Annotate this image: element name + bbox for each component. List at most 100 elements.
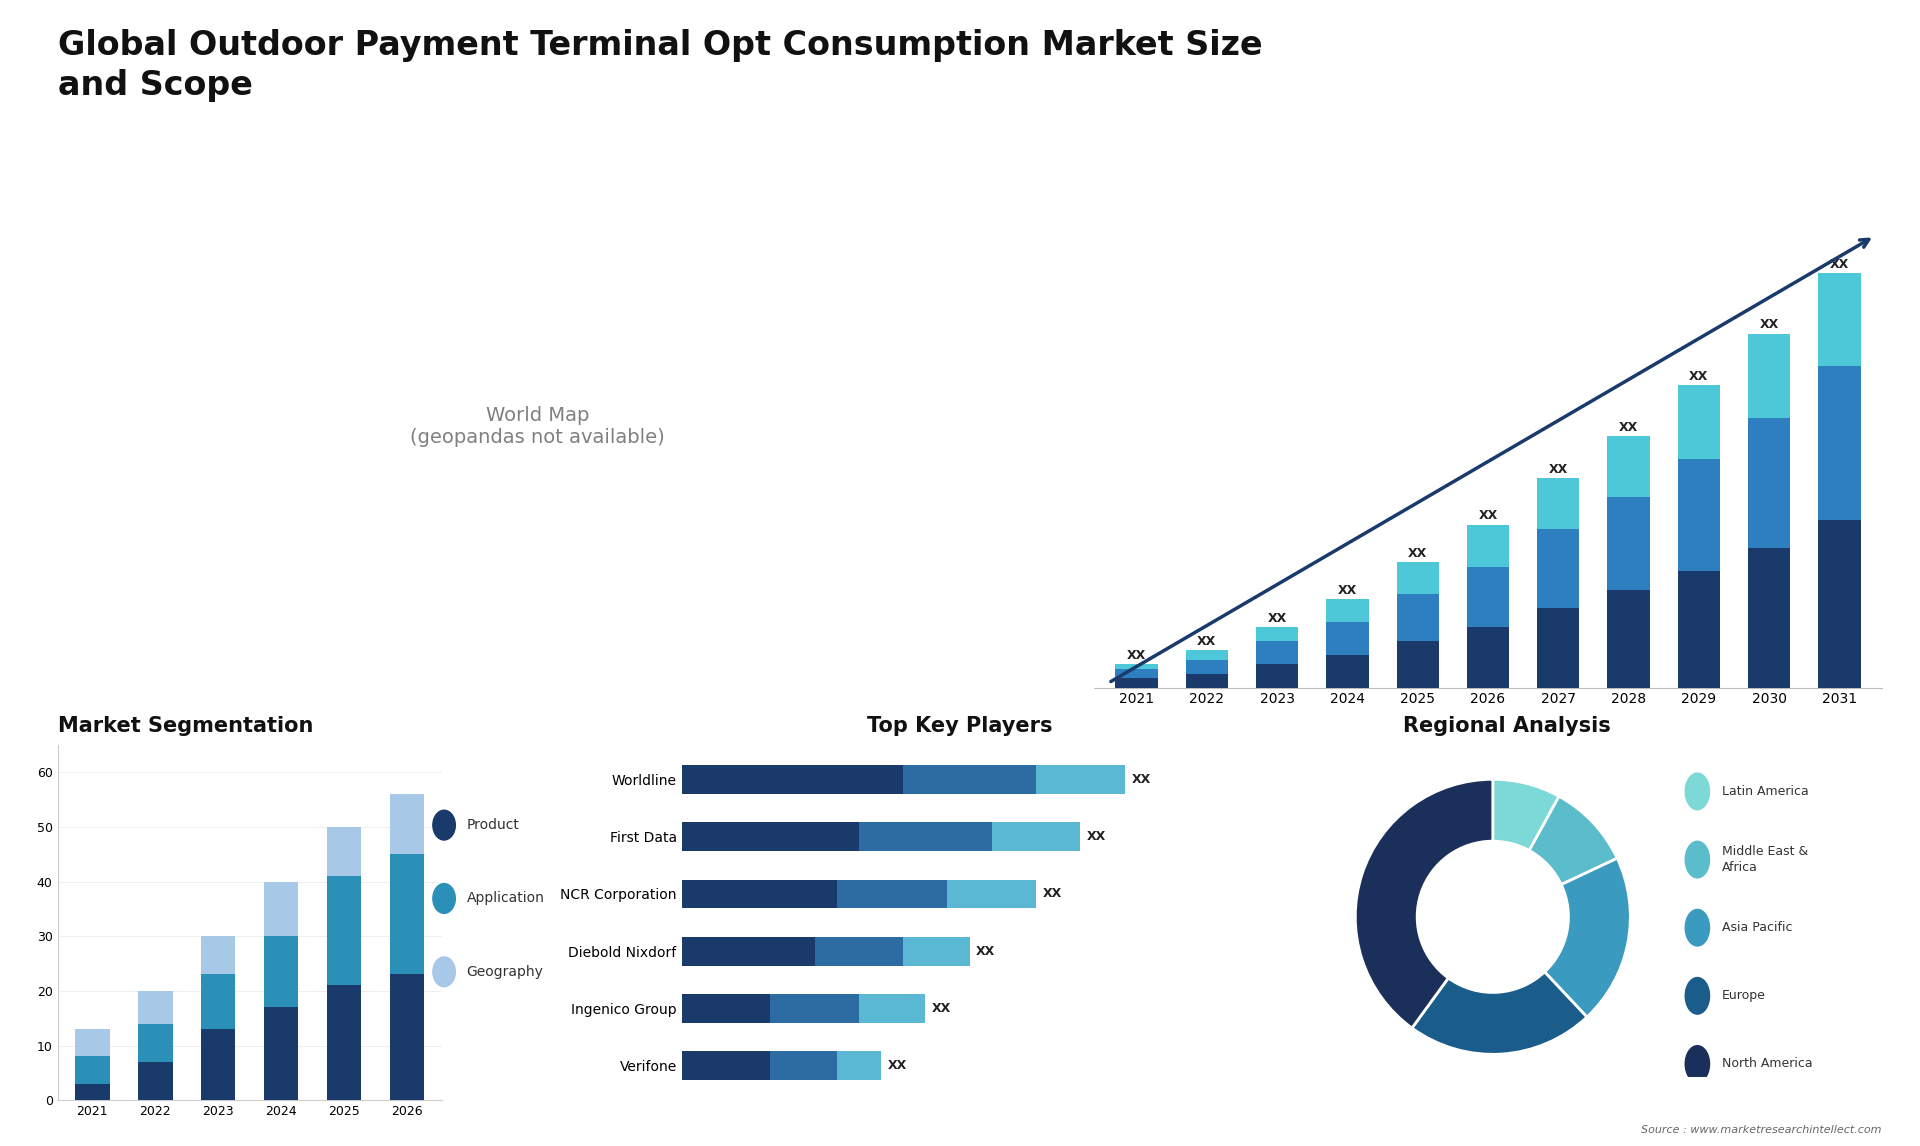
Text: World Map
(geopandas not available): World Map (geopandas not available) [411,406,664,447]
Circle shape [1686,910,1709,945]
Text: Regional Analysis: Regional Analysis [1404,716,1611,736]
Bar [326,827,361,876]
Bar [202,1029,236,1100]
Text: XX: XX [1407,547,1427,559]
Bar [1678,571,1720,688]
Bar [1116,669,1158,678]
Text: XX: XX [1087,830,1106,843]
Bar [1327,656,1369,688]
Bar [326,876,361,986]
Bar [1256,627,1298,641]
Bar [326,986,361,1100]
Bar [1818,273,1860,367]
Bar [1256,665,1298,688]
Bar [682,823,858,850]
Bar [1187,660,1229,674]
Bar [858,994,925,1022]
Bar [682,880,837,908]
Bar [682,1052,770,1080]
Bar [682,766,902,793]
Bar [75,1057,109,1084]
Bar [1116,678,1158,688]
Bar [770,1052,837,1080]
Bar [682,994,770,1022]
Bar [202,936,236,974]
Text: XX: XX [931,1002,950,1015]
Text: Application: Application [467,892,545,905]
Text: Global Outdoor Payment Terminal Opt Consumption Market Size
and Scope: Global Outdoor Payment Terminal Opt Cons… [58,29,1261,102]
Text: XX: XX [975,944,995,958]
Wedge shape [1528,796,1617,885]
Text: XX: XX [1338,583,1357,597]
Bar [837,880,947,908]
Bar [1678,460,1720,571]
Bar [1607,496,1649,590]
Bar [263,1007,298,1100]
Circle shape [1686,978,1709,1014]
Bar [202,974,236,1029]
Bar [1467,566,1509,627]
Text: XX: XX [1131,772,1150,786]
Bar [1747,548,1789,688]
Circle shape [1686,774,1709,810]
Wedge shape [1544,858,1630,1017]
Bar [1187,651,1229,660]
Text: XX: XX [1267,612,1286,625]
Text: Latin America: Latin America [1722,785,1809,798]
Text: XX: XX [1127,649,1146,662]
Circle shape [432,957,455,987]
Bar [1678,385,1720,460]
Bar [1327,599,1369,622]
Bar [1818,520,1860,688]
Bar [138,1023,173,1062]
Bar [390,974,424,1100]
Bar [770,994,858,1022]
Text: Product: Product [467,818,520,832]
Bar [1037,766,1125,793]
Bar [1818,367,1860,520]
Circle shape [1686,841,1709,878]
Circle shape [432,810,455,840]
Circle shape [432,884,455,913]
Bar [1607,437,1649,496]
Text: XX: XX [1759,319,1778,331]
Text: Asia Pacific: Asia Pacific [1722,921,1791,934]
Bar [138,1062,173,1100]
Bar [1396,641,1438,688]
Wedge shape [1492,779,1559,850]
Text: Market Segmentation: Market Segmentation [58,716,313,736]
Text: North America: North America [1722,1058,1812,1070]
Bar [1467,627,1509,688]
Bar [1747,417,1789,548]
Text: XX: XX [887,1059,906,1073]
Text: XX: XX [1043,887,1062,901]
Bar [1116,665,1158,669]
Text: XX: XX [1619,421,1638,434]
Bar [263,936,298,1007]
Bar [837,1052,881,1080]
Text: XX: XX [1478,509,1498,523]
Text: XX: XX [1198,635,1217,647]
Bar [263,881,298,936]
Text: XX: XX [1690,370,1709,383]
Bar [902,766,1037,793]
Bar [993,823,1081,850]
Text: Europe: Europe [1722,989,1766,1003]
Text: Geography: Geography [467,965,543,979]
Bar [1396,595,1438,641]
Bar [390,794,424,854]
Bar [814,937,902,965]
Bar [682,937,814,965]
Text: Top Key Players: Top Key Players [868,716,1052,736]
Bar [138,991,173,1023]
Text: XX: XX [1549,463,1569,476]
Circle shape [1686,1045,1709,1082]
Bar [1538,609,1580,688]
Bar [1396,562,1438,595]
Bar [1256,641,1298,665]
Text: Source : www.marketresearchintellect.com: Source : www.marketresearchintellect.com [1642,1124,1882,1135]
Bar [902,937,970,965]
Text: MARKET
RESEARCH
INTELLECT: MARKET RESEARCH INTELLECT [1695,49,1757,88]
Bar [75,1029,109,1057]
Polygon shape [1613,30,1684,108]
